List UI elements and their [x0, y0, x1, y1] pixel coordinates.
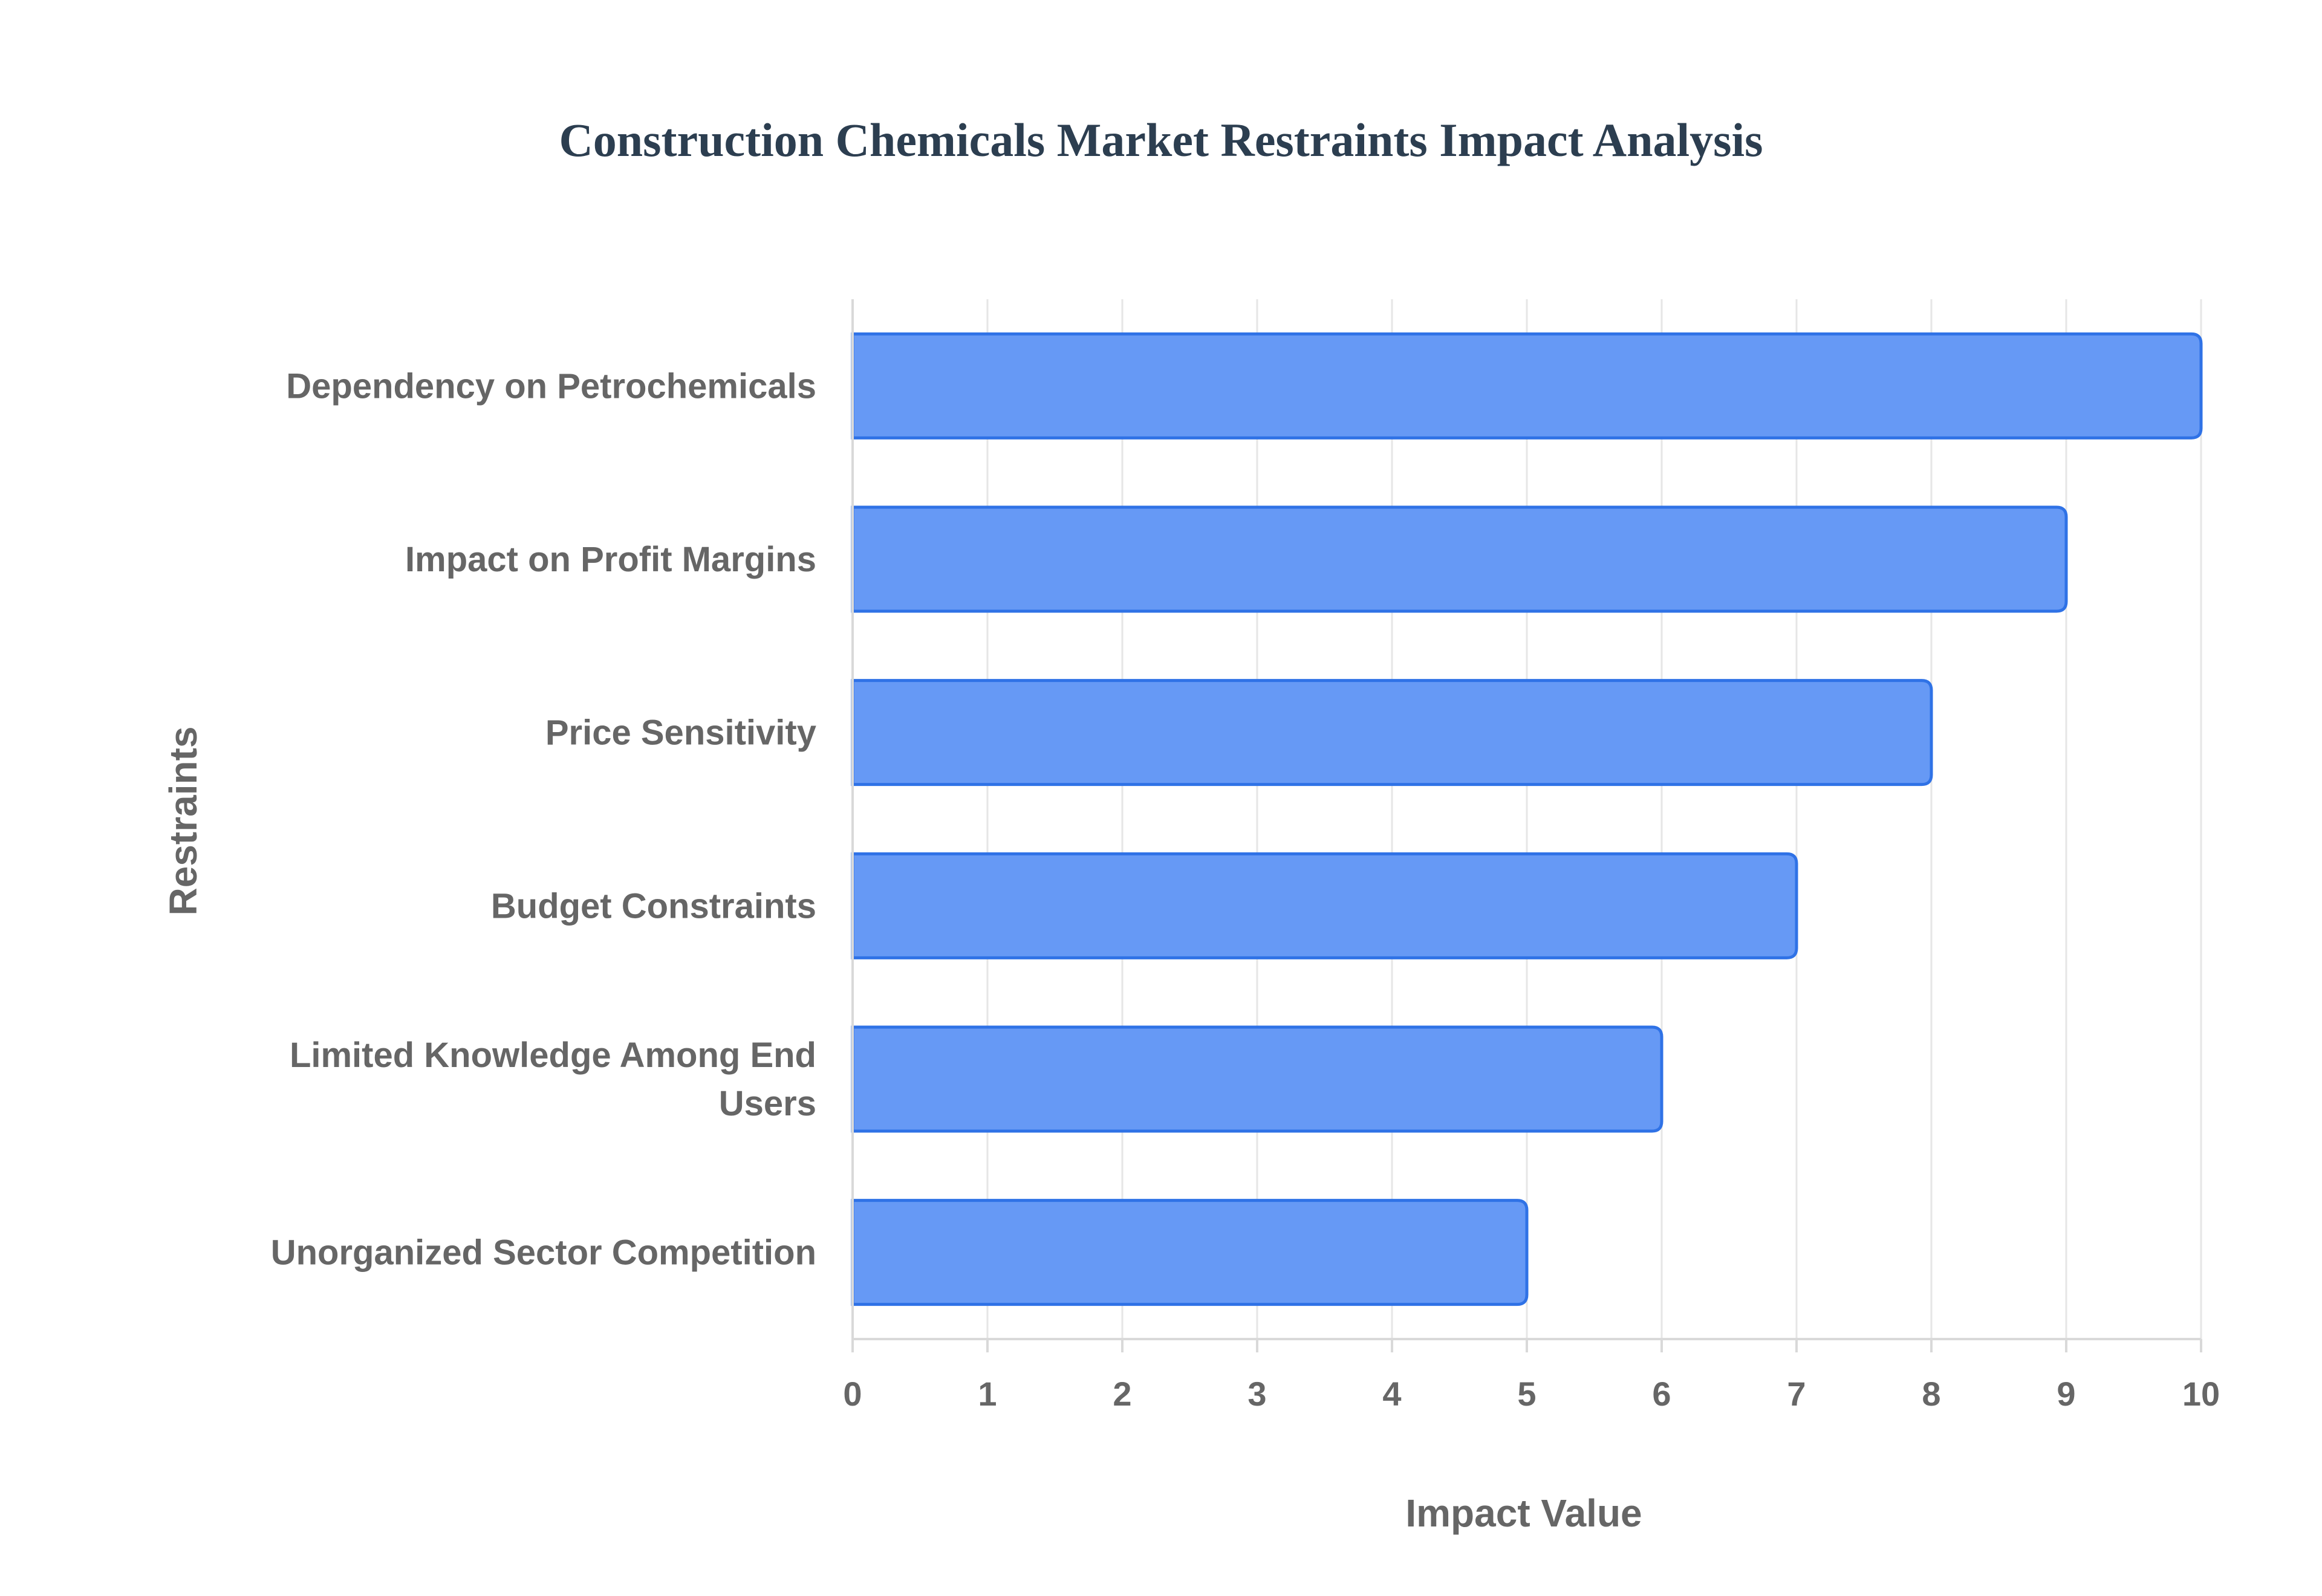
- chart-title: Construction Chemicals Market Restraints…: [559, 114, 1763, 166]
- y-axis-title: Restraints: [161, 727, 205, 916]
- bar-layer: [851, 332, 2203, 1306]
- bar-5: [851, 1025, 1663, 1133]
- category-label-1: Dependency on Petrochemicals: [286, 366, 816, 406]
- x-tick-label-8: 8: [1922, 1375, 1940, 1413]
- x-tick-label-10: 10: [2182, 1375, 2220, 1413]
- bar-1: [851, 332, 2203, 440]
- x-axis-title: Impact Value: [1405, 1491, 1642, 1535]
- grid-layer: [986, 299, 2202, 1339]
- category-label-6: Unorganized Sector Competition: [271, 1233, 816, 1273]
- category-label-4: Budget Constraints: [491, 886, 816, 926]
- category-label-3: Price Sensitivity: [545, 713, 816, 753]
- x-tick-label-4: 4: [1382, 1375, 1401, 1413]
- bar-6: [851, 1199, 1529, 1306]
- x-tick-label-6: 6: [1652, 1375, 1671, 1413]
- bar-2: [851, 505, 2068, 613]
- x-tick-label-0: 0: [843, 1375, 862, 1413]
- axis-layer: 0 1 2 3 4 5 6 7 8 9 10: [843, 299, 2220, 1413]
- category-label-2: Impact on Profit Margins: [405, 540, 816, 579]
- bar-4: [851, 852, 1798, 959]
- category-label-5: Limited Knowledge Among End Users: [290, 1036, 816, 1123]
- x-tick-label-9: 9: [2057, 1375, 2075, 1413]
- bar-3: [851, 679, 1933, 787]
- x-tick-label-1: 1: [978, 1375, 997, 1413]
- x-tick-label-3: 3: [1247, 1375, 1266, 1413]
- x-tick-label-7: 7: [1787, 1375, 1806, 1413]
- x-tick-label-2: 2: [1113, 1375, 1131, 1413]
- category-labels: Dependency on Petrochemicals Impact on Pr…: [271, 366, 816, 1272]
- x-tick-label-5: 5: [1517, 1375, 1536, 1413]
